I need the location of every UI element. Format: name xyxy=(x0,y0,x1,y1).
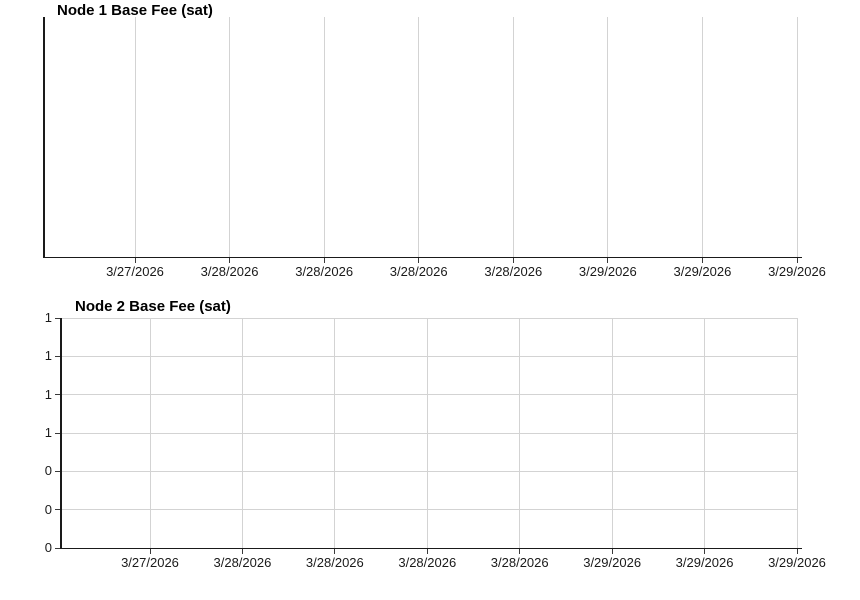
y-axis-line xyxy=(60,318,62,548)
y-tick-mark xyxy=(55,470,60,472)
gridline-horizontal xyxy=(60,355,797,357)
y-tick-mark xyxy=(55,432,60,434)
x-tick-label: 3/29/2026 xyxy=(768,264,826,279)
gridline-horizontal xyxy=(60,394,797,396)
gridline-horizontal xyxy=(60,509,797,511)
gridline-vertical xyxy=(704,318,706,548)
x-tick-label: 3/29/2026 xyxy=(673,264,732,279)
y-tick-label: 0 xyxy=(44,501,52,517)
x-tick-mark xyxy=(611,549,613,554)
y-tick-mark xyxy=(55,547,60,549)
x-tick-label: 3/28/2026 xyxy=(200,264,259,279)
x-tick-mark xyxy=(241,549,243,554)
x-tick-label: 3/29/2026 xyxy=(583,555,642,570)
x-tick-mark xyxy=(334,549,336,554)
gridline-vertical xyxy=(418,17,420,257)
gridline-vertical xyxy=(607,17,609,257)
gridline-vertical xyxy=(512,17,514,257)
gridline-vertical xyxy=(796,17,798,257)
x-tick-label: 3/28/2026 xyxy=(213,555,272,570)
y-tick-label: 1 xyxy=(44,425,52,440)
gridline-horizontal xyxy=(60,432,797,434)
gridline-vertical xyxy=(519,318,521,548)
x-tick-mark xyxy=(701,258,703,263)
gridline-vertical xyxy=(611,318,613,548)
x-tick-mark xyxy=(704,549,706,554)
gridline-vertical xyxy=(701,17,703,257)
x-tick-label: 3/27/2026 xyxy=(106,264,164,279)
x-tick-label: 3/28/2026 xyxy=(484,264,543,279)
x-axis-line xyxy=(60,547,802,549)
gridline-vertical xyxy=(241,318,243,548)
gridline-vertical xyxy=(134,17,136,257)
x-tick-label: 3/29/2026 xyxy=(578,264,637,279)
x-tick-label: 3/28/2026 xyxy=(398,555,457,570)
gridline-vertical xyxy=(229,17,231,257)
y-tick-label: 1 xyxy=(44,310,52,325)
gridline-horizontal xyxy=(60,317,797,319)
y-tick-label: 0 xyxy=(44,463,52,479)
x-tick-label: 3/29/2026 xyxy=(675,555,734,570)
x-tick-mark xyxy=(149,549,151,554)
x-tick-label: 3/28/2026 xyxy=(389,264,448,279)
y-axis-line xyxy=(43,17,45,257)
y-tick-mark xyxy=(55,317,60,319)
x-tick-label: 3/28/2026 xyxy=(490,555,549,570)
x-tick-mark xyxy=(426,549,428,554)
x-tick-mark xyxy=(418,258,420,263)
x-tick-mark xyxy=(512,258,514,263)
gridline-vertical xyxy=(796,318,798,548)
gridline-vertical xyxy=(426,318,428,548)
x-tick-mark xyxy=(229,258,231,263)
y-tick-label: 0 xyxy=(44,540,52,555)
y-tick-mark xyxy=(55,394,60,396)
gridline-vertical xyxy=(334,318,336,548)
y-tick-label: 1 xyxy=(44,386,52,402)
x-tick-label: 3/28/2026 xyxy=(305,555,364,570)
x-tick-mark xyxy=(134,258,136,263)
chart-title: Node 1 Base Fee (sat) xyxy=(57,2,213,19)
y-tick-mark xyxy=(55,509,60,511)
x-tick-mark xyxy=(607,258,609,263)
x-tick-mark xyxy=(796,549,798,554)
gridline-vertical xyxy=(323,17,325,257)
y-tick-mark xyxy=(55,355,60,357)
x-tick-mark xyxy=(323,258,325,263)
x-tick-label: 3/29/2026 xyxy=(768,555,826,570)
y-tick-label: 1 xyxy=(44,348,52,364)
x-tick-label: 3/27/2026 xyxy=(121,555,179,570)
gridline-vertical xyxy=(149,318,151,548)
x-tick-mark xyxy=(796,258,798,263)
x-axis-line xyxy=(43,256,802,258)
x-tick-mark xyxy=(519,549,521,554)
chart-title: Node 2 Base Fee (sat) xyxy=(75,298,231,315)
gridline-horizontal xyxy=(60,470,797,472)
x-tick-label: 3/28/2026 xyxy=(295,264,354,279)
